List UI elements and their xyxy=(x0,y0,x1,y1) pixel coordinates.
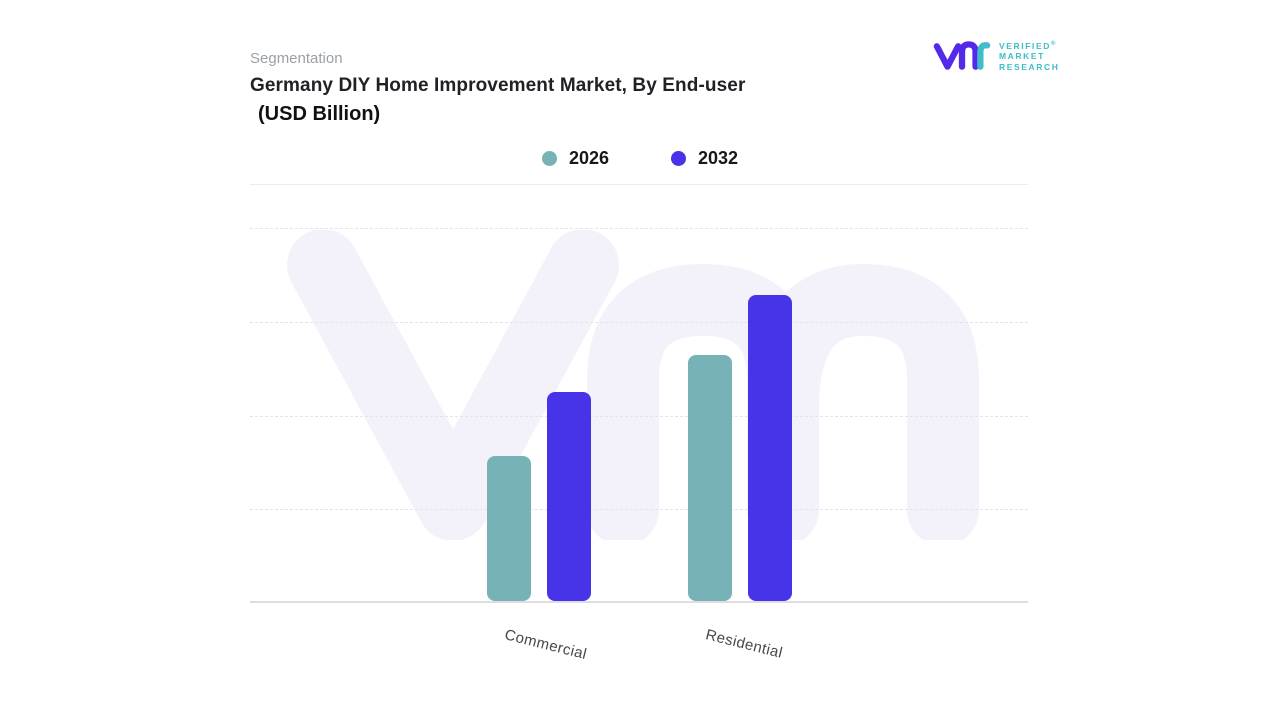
category-label-commercial: Commercial xyxy=(502,626,589,664)
bar-commercial-2026[interactable] xyxy=(487,456,531,601)
legend-item-2026[interactable]: 2026 xyxy=(541,148,609,169)
vmr-logo-icon xyxy=(933,41,991,70)
eyebrow-label: Segmentation xyxy=(250,50,343,67)
bar-commercial-2032[interactable] xyxy=(547,392,591,601)
legend-dot-2026 xyxy=(541,151,557,166)
gridline xyxy=(250,509,1028,510)
legend-label: 2032 xyxy=(698,148,739,168)
brand-word-research: RESEARCH xyxy=(999,62,1060,73)
legend-divider-line xyxy=(250,184,1028,185)
brand-word-verified: VERIFIED xyxy=(999,40,1052,51)
chart-legend: 2026 2032 xyxy=(0,148,1280,169)
bar-residential-2026[interactable] xyxy=(688,355,732,601)
chart-subtitle: (USD Billion) xyxy=(258,103,381,125)
gridline xyxy=(250,416,1028,417)
bar-residential-2032[interactable] xyxy=(748,295,792,601)
legend-dot-2032 xyxy=(671,151,686,166)
gridline xyxy=(250,322,1028,323)
brand-word-market: MARKET xyxy=(999,51,1045,62)
legend-label: 2026 xyxy=(568,148,609,168)
vmr-watermark-icon xyxy=(287,230,979,540)
category-label-residential: Residential xyxy=(703,626,785,662)
bar-group-residential xyxy=(688,295,792,601)
brand-logo: VERIFIED® MARKET RESEARCH xyxy=(933,38,1060,74)
x-axis-baseline xyxy=(250,601,1028,603)
bar-group-commercial xyxy=(487,392,591,601)
plot-area: Commercial Residential xyxy=(250,228,1028,663)
chart-title: Germany DIY Home Improvement Market, By … xyxy=(250,75,746,96)
registered-mark: ® xyxy=(1051,40,1056,47)
brand-logo-text: VERIFIED® MARKET RESEARCH xyxy=(999,39,1060,74)
gridline xyxy=(250,228,1028,229)
legend-item-2032[interactable]: 2032 xyxy=(671,148,738,169)
